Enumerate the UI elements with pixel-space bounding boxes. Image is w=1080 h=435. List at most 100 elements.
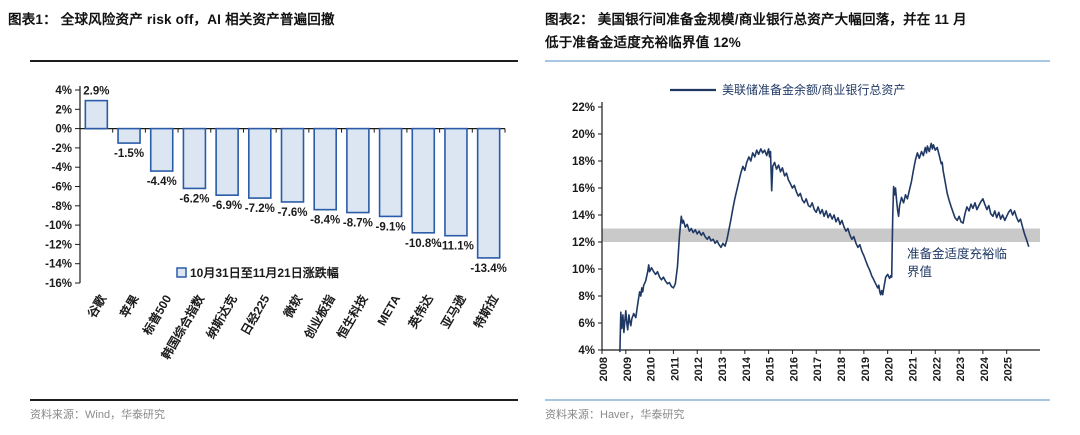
- y-tick-label: -12%: [45, 239, 72, 251]
- bar-12: [476, 127, 501, 259]
- bar-4: [215, 127, 239, 196]
- bar-value-label: -8.7%: [343, 218, 373, 230]
- year-label: 2012: [693, 357, 705, 381]
- band-annotation-line: 准备金适度充裕临: [907, 246, 1007, 261]
- bars: 2.9%-1.5%-4.4%-6.2%-6.9% -7.2% -7.6%-8.4% -…: [83, 86, 507, 275]
- y-tick-label: 22%: [572, 102, 595, 114]
- y-tick-label: 2%: [55, 104, 72, 116]
- bar-value-label: -7.6%: [277, 207, 307, 219]
- y-tick-label: -6%: [52, 182, 72, 194]
- year-label: 2022: [931, 357, 943, 381]
- bar-8: [346, 127, 370, 214]
- y-tick-label: -10%: [45, 220, 72, 232]
- category-label: META: [374, 292, 403, 328]
- year-label: 2025: [1003, 357, 1015, 381]
- category-label: 标普500: [139, 292, 175, 339]
- bar-10: [411, 127, 436, 234]
- figure-2-title-line1: 图表2： 美国银行间准备金规模/商业银行总资产大幅回落，并在 11 月: [545, 12, 967, 27]
- category-label: 创业板指: [300, 292, 337, 342]
- bar-value-label: -8.4%: [310, 215, 340, 227]
- category-label: 英伟达: [405, 292, 436, 331]
- y-tick-label: 4%: [578, 345, 595, 357]
- bar-11: [444, 127, 468, 237]
- year-label: 2010: [646, 357, 658, 381]
- band-annotation-line: 界值: [907, 264, 932, 279]
- figure-1-top-divider: [30, 60, 518, 62]
- legend-swatch: [176, 267, 187, 278]
- category-label: 微软: [280, 292, 305, 321]
- category-label: 纳斯达克: [203, 292, 240, 341]
- figure-2-bottom-divider: [545, 399, 1050, 401]
- figure-2-title: 图表2： 美国银行间准备金规模/商业银行总资产大幅回落，并在 11 月 低于准备…: [545, 8, 1057, 54]
- year-label: 2019: [860, 357, 872, 381]
- bar-value-label: -6.9%: [212, 200, 242, 212]
- year-label: 2011: [669, 357, 681, 381]
- bar-9: [378, 127, 403, 218]
- legend-label: 10月31日至11月21日涨跌幅: [190, 265, 339, 280]
- y-tick-label: -14%: [45, 259, 72, 271]
- bar-value-label: -1.5%: [114, 148, 144, 160]
- year-label: 2013: [717, 357, 729, 381]
- bar-value-label: -9.1%: [376, 221, 406, 233]
- figure-1-bar-chart: 4% 2% 0% -2% -4% -6% -8% -10% -12% -14% -16% 2.9% -1…: [45, 85, 507, 362]
- threshold-band: [602, 228, 1040, 242]
- bar-0: [84, 99, 109, 130]
- year-label: 2021: [907, 357, 919, 381]
- figure-2-source: 资料来源：Haver，华泰研究: [545, 409, 685, 421]
- figure-2-line-chart: 美联储准备金余额/商业银行总资产 22% 20% 18% 16% 14% 12% 10% 8% 6…: [572, 82, 1040, 381]
- year-label: 2023: [955, 357, 967, 381]
- y-tick-label: 12%: [572, 237, 595, 249]
- y-tick-label: 0%: [55, 124, 72, 136]
- figure-2-title-line2: 低于准备金适度充裕临界值 12%: [545, 35, 741, 50]
- y-tick-label: -16%: [45, 278, 72, 290]
- bar-value-label: -6.2%: [179, 193, 209, 205]
- year-label: 2016: [788, 357, 800, 381]
- year-label: 2020: [884, 357, 896, 381]
- figure-1-bottom-divider: [30, 399, 518, 401]
- y-tick-label: -8%: [52, 201, 72, 213]
- y-axis: 4% 2% 0% -2% -4% -6% -8% -10% -12% -14% -16%: [45, 85, 81, 290]
- bar-7: [313, 127, 337, 211]
- bar-value-label: 2.9%: [83, 86, 109, 98]
- category-label: 恒生科技: [333, 291, 370, 341]
- bar-5: [248, 127, 272, 199]
- figure-2-top-divider: [545, 60, 1050, 62]
- bar-6: [280, 127, 305, 203]
- bar-value-label: -4.4%: [147, 176, 177, 188]
- y-tick-label: 14%: [572, 210, 595, 222]
- category-label: 日经225: [237, 292, 272, 338]
- year-label: 2024: [979, 356, 991, 381]
- reserves-ratio-line: [619, 142, 1030, 353]
- bar-1: [117, 127, 141, 144]
- y-tick-label: -2%: [52, 143, 72, 155]
- year-label: 2015: [765, 357, 777, 381]
- year-label: 2009: [622, 357, 634, 381]
- y-tick-label: 6%: [578, 318, 595, 330]
- category-label: 特斯拉: [470, 292, 501, 331]
- band-annotation: 准备金适度充裕临界值: [907, 246, 1007, 279]
- category-label: 亚马逊: [438, 292, 469, 331]
- y-tick-label: 8%: [578, 291, 595, 303]
- y-tick-label: 10%: [572, 264, 595, 276]
- legend: 10月31日至11月21日涨跌幅: [176, 265, 339, 280]
- y-tick-label: 18%: [572, 156, 595, 168]
- bar-3: [182, 127, 207, 190]
- bar-value-label: -10.8%: [405, 238, 441, 250]
- y-tick-label: 20%: [572, 129, 595, 141]
- legend: 美联储准备金余额/商业银行总资产: [670, 82, 905, 97]
- year-label: 2018: [836, 357, 848, 381]
- y-tick-label: 16%: [572, 183, 595, 195]
- figure-1-source: 资料来源：Wind，华泰研究: [30, 409, 166, 421]
- category-label: 苹果: [117, 292, 142, 320]
- legend-label: 美联储准备金余额/商业银行总资产: [722, 82, 905, 97]
- year-label: 2017: [812, 357, 824, 381]
- bar-value-label: -7.2%: [245, 203, 275, 215]
- bar-2: [149, 127, 174, 172]
- x-axis-labels: 2008 2009 2010 2011 2012 2013 2014 2015 2016 2017…: [598, 350, 1015, 381]
- category-label: 谷歌: [84, 291, 109, 320]
- year-label: 2008: [598, 357, 610, 381]
- y-tick-label: 4%: [55, 85, 72, 97]
- figure-1-title: 图表1： 全球风险资产 risk off，AI 相关资产普遍回撤: [8, 12, 335, 27]
